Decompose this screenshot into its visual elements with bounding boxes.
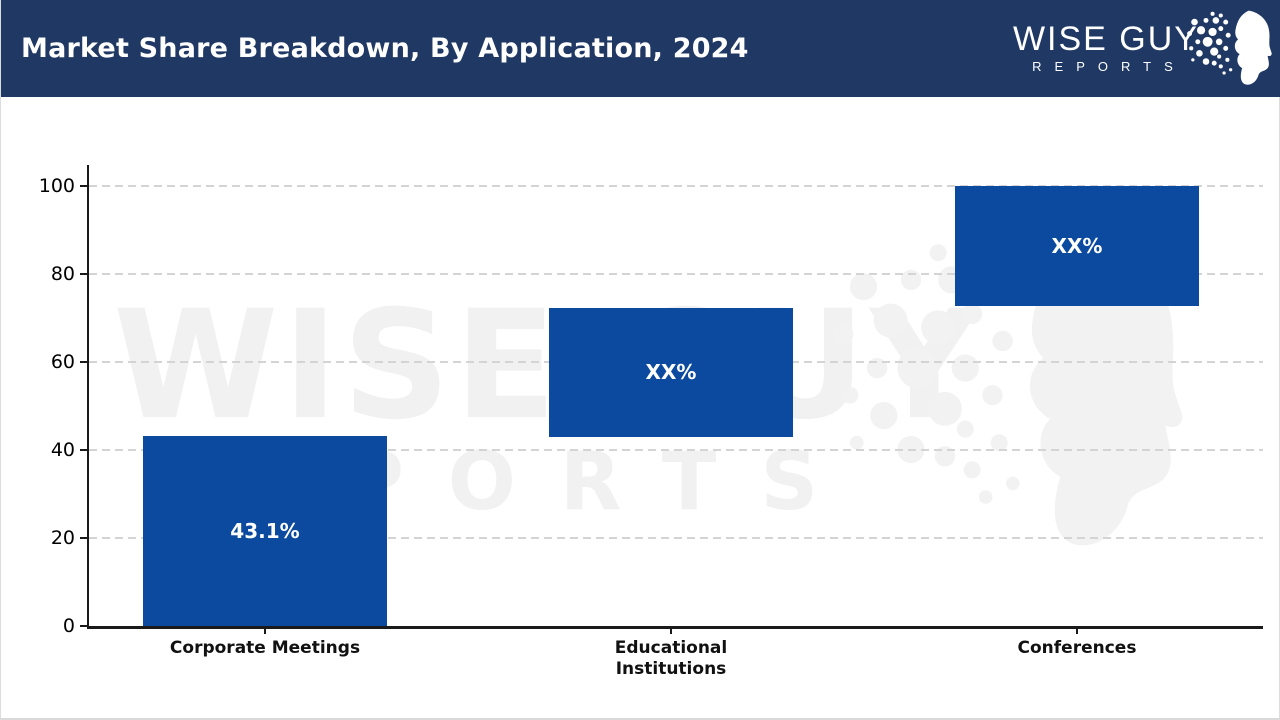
page-bottom-border [1, 718, 1279, 720]
y-tick-60 [80, 361, 87, 363]
y-tick-0 [80, 625, 87, 627]
y-tick-20 [80, 537, 87, 539]
bar-corporate-meetings: 43.1% [143, 436, 387, 626]
x-tick-1 [670, 628, 672, 634]
y-tick-40 [80, 449, 87, 451]
bar-conferences: XX% [955, 186, 1199, 307]
bar-value-label: XX% [1051, 234, 1103, 259]
gridline-20 [89, 537, 1263, 539]
x-category-label: Conferences [1017, 638, 1137, 658]
bar-value-label: XX% [645, 360, 697, 385]
x-axis-spine [87, 626, 1263, 629]
page-title: Market Share Breakdown, By Application, … [21, 33, 749, 64]
y-tick-label-20: 20 [50, 527, 75, 549]
watermark-text-line1: WISE GUY [113, 279, 983, 453]
y-tick-label-40: 40 [50, 439, 75, 461]
x-tick-2 [1076, 628, 1078, 634]
y-tick-80 [80, 273, 87, 275]
gridline-100 [89, 185, 1263, 187]
x-category-label: Corporate Meetings [169, 638, 361, 658]
logo-subtitle: REPORTS [1032, 59, 1186, 74]
gridline-40 [89, 449, 1263, 451]
wise-guy-logo: WISE GUY REPORTS [1013, 8, 1275, 92]
bar-educational-institutions: XX% [549, 307, 793, 437]
y-tick-label-60: 60 [50, 351, 75, 373]
x-tick-0 [264, 628, 266, 634]
y-axis-spine [87, 165, 89, 628]
y-tick-100 [80, 185, 87, 187]
x-category-label: Educational Institutions [614, 638, 728, 679]
bar-value-label: 43.1% [230, 519, 300, 544]
y-tick-label-80: 80 [50, 263, 75, 285]
logo-wordmark: WISE GUY [1012, 20, 1199, 58]
gridline-80 [89, 273, 1263, 275]
y-tick-label-100: 100 [38, 175, 75, 197]
chart-area: WISE GUY REPORTS 0 20 40 60 80 100 43.1% XX% XX… [1, 97, 1280, 720]
y-tick-label-0: 0 [62, 615, 75, 637]
logo-face-icon [1187, 10, 1272, 85]
header-bar: Market Share Breakdown, By Application, … [1, 0, 1280, 97]
